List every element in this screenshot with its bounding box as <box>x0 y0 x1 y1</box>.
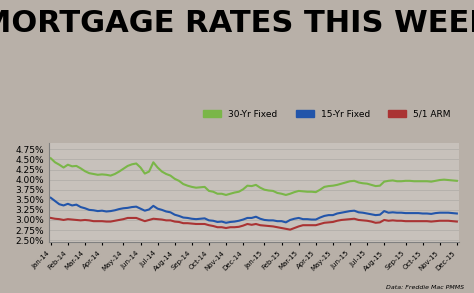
Text: Data: Freddie Mac PMMS: Data: Freddie Mac PMMS <box>386 285 465 290</box>
Legend: 30-Yr Fixed, 15-Yr Fixed, 5/1 ARM: 30-Yr Fixed, 15-Yr Fixed, 5/1 ARM <box>200 106 455 122</box>
Text: MORTGAGE RATES THIS WEEK: MORTGAGE RATES THIS WEEK <box>0 9 474 38</box>
